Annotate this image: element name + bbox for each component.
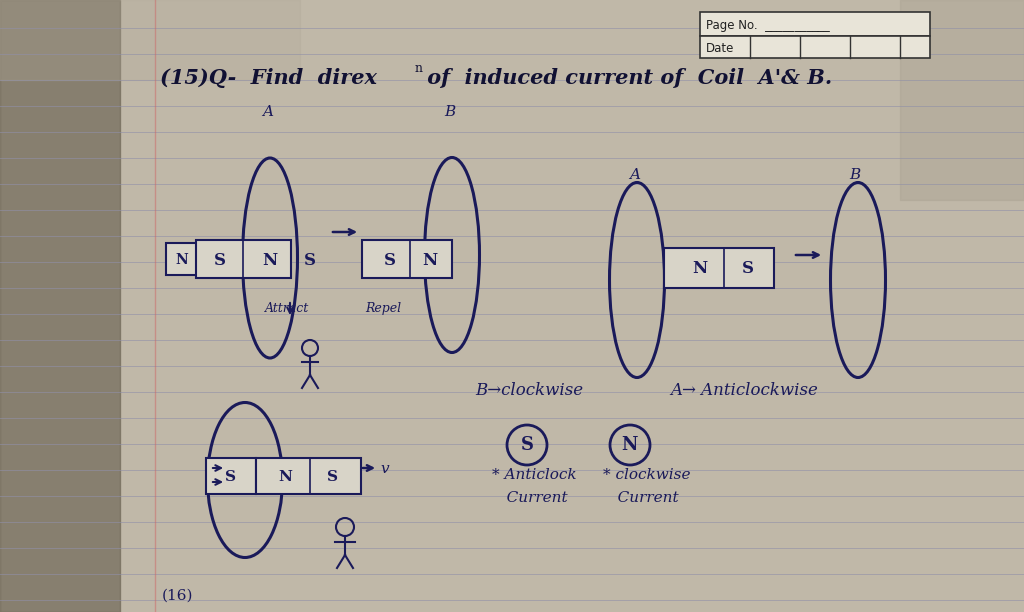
Text: A→ Anticlockwise: A→ Anticlockwise [670, 381, 818, 398]
Text: B: B [849, 168, 860, 182]
Text: S: S [225, 470, 237, 484]
Text: * clockwise: * clockwise [603, 468, 690, 482]
Text: Page No.  ___________: Page No. ___________ [706, 18, 829, 31]
Text: S: S [214, 252, 226, 269]
Text: S: S [384, 252, 396, 269]
Text: N: N [176, 253, 188, 267]
Text: (15)Q-  Find  direx: (15)Q- Find direx [160, 68, 377, 88]
FancyBboxPatch shape [256, 458, 361, 494]
Text: S: S [304, 252, 316, 269]
Text: S: S [520, 436, 534, 454]
Text: Current: Current [603, 491, 679, 505]
Bar [0, 0, 300, 80]
Text: n: n [415, 61, 423, 75]
Text: of  induced current of  Coil  A'& B.: of induced current of Coil A'& B. [420, 68, 833, 88]
Text: S: S [742, 259, 754, 277]
FancyBboxPatch shape [196, 240, 291, 278]
Text: S: S [327, 470, 338, 484]
Text: N: N [622, 436, 638, 454]
Bar [0, 0, 120, 612]
FancyBboxPatch shape [206, 458, 256, 494]
Text: Current: Current [492, 491, 567, 505]
Text: A: A [630, 168, 640, 182]
Text: N: N [262, 252, 278, 269]
Text: A: A [262, 105, 273, 119]
FancyBboxPatch shape [166, 243, 198, 275]
Text: v: v [380, 462, 389, 476]
FancyBboxPatch shape [700, 36, 930, 58]
Text: Date: Date [706, 42, 734, 54]
Text: N: N [423, 252, 437, 269]
FancyBboxPatch shape [700, 12, 930, 36]
Bar [900, 0, 1024, 200]
FancyBboxPatch shape [664, 248, 774, 288]
Text: B→clockwise: B→clockwise [475, 381, 583, 398]
Text: N: N [692, 259, 708, 277]
Text: Attract: Attract [265, 302, 309, 315]
Text: N: N [279, 470, 292, 484]
FancyBboxPatch shape [362, 240, 452, 278]
Text: (16): (16) [162, 589, 194, 603]
Text: * Anticlock: * Anticlock [492, 468, 577, 482]
Text: B: B [444, 105, 456, 119]
Text: Repel: Repel [365, 302, 401, 315]
